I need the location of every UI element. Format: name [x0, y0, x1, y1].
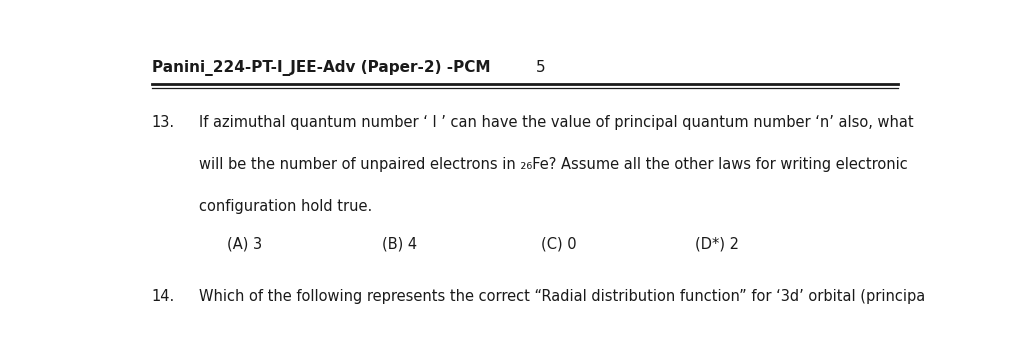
Text: Panini_224-PT-I_JEE-Adv (Paper-2) -PCM: Panini_224-PT-I_JEE-Adv (Paper-2) -PCM [152, 60, 490, 76]
Text: will be the number of unpaired electrons in ₂₆Fe? Assume all the other laws for : will be the number of unpaired electrons… [200, 157, 908, 172]
Text: 13.: 13. [152, 115, 175, 131]
Text: (B) 4: (B) 4 [382, 236, 417, 251]
Text: 5: 5 [536, 60, 546, 75]
Text: (C) 0: (C) 0 [541, 236, 577, 251]
Text: 14.: 14. [152, 289, 175, 304]
Text: configuration hold true.: configuration hold true. [200, 200, 373, 214]
Text: If azimuthal quantum number ‘ l ’ can have the value of principal quantum number: If azimuthal quantum number ‘ l ’ can ha… [200, 115, 914, 131]
Text: (A) 3: (A) 3 [227, 236, 262, 251]
Text: Which of the following represents the correct “Radial distribution function” for: Which of the following represents the co… [200, 289, 926, 304]
Text: (D*) 2: (D*) 2 [695, 236, 739, 251]
